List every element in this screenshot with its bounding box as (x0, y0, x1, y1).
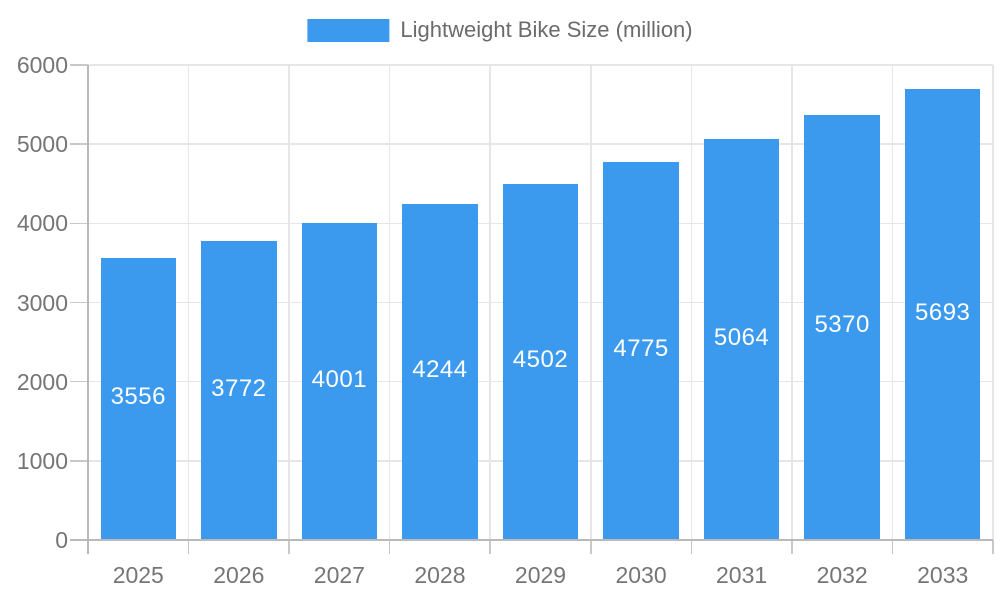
x-axis-tick (187, 540, 190, 554)
x-axis-tick-label: 2033 (917, 562, 969, 588)
x-axis-tick (891, 540, 894, 554)
y-axis-tick (70, 460, 88, 462)
bar[interactable] (703, 139, 780, 540)
gridline-vertical (388, 65, 391, 540)
x-axis-tick (791, 540, 793, 554)
bar-value-label: 4244 (412, 356, 468, 383)
gridline-vertical (288, 65, 290, 540)
gridline-horizontal (88, 143, 993, 145)
gridline-vertical (489, 65, 491, 540)
bar[interactable] (100, 258, 176, 540)
x-axis-tick-label: 2030 (615, 562, 667, 588)
y-axis-tick (70, 222, 88, 225)
gridline-vertical (891, 65, 894, 540)
y-axis-tick-label: 4000 (16, 210, 68, 237)
bar[interactable] (301, 223, 378, 540)
y-axis-tick-label: 6000 (16, 52, 68, 78)
x-axis-tick (690, 540, 693, 554)
y-axis-tick-label: 1000 (16, 447, 68, 474)
x-axis-tick-label: 2032 (816, 562, 868, 588)
gridline-vertical (590, 65, 592, 540)
x-axis-tick (992, 540, 994, 554)
y-axis-tick-label: 2000 (16, 368, 68, 395)
x-axis-tick (388, 540, 391, 554)
y-axis-line (87, 65, 89, 554)
bar[interactable] (502, 183, 579, 540)
bar-value-label: 4775 (613, 334, 669, 362)
y-axis-tick (70, 64, 88, 66)
x-axis-tick-label: 2027 (313, 562, 365, 588)
x-axis-tick-label: 2031 (716, 562, 768, 588)
bar[interactable] (603, 161, 679, 540)
gridline-vertical (690, 65, 693, 540)
bar-value-label: 4502 (512, 345, 569, 373)
gridline-horizontal (88, 64, 993, 66)
y-axis-tick (70, 380, 88, 383)
y-axis-tick-label: 3000 (16, 289, 68, 316)
bar[interactable] (201, 241, 277, 540)
bar-value-label: 5064 (713, 323, 770, 351)
gridline-vertical (791, 65, 793, 540)
x-axis-tick-label: 2028 (414, 562, 466, 588)
bar-value-label: 5693 (915, 298, 971, 326)
x-axis-line (70, 539, 993, 541)
bar-value-label: 3556 (110, 383, 166, 411)
gridline-vertical (992, 65, 994, 540)
x-axis-tick (489, 540, 491, 554)
bar-value-label: 3772 (211, 374, 267, 402)
bar-value-label: 5370 (814, 311, 870, 339)
y-axis-tick (70, 143, 88, 145)
x-axis-tick (590, 540, 592, 554)
x-axis-tick-label: 2026 (213, 562, 265, 588)
y-axis-tick (70, 301, 88, 304)
bar[interactable] (402, 204, 478, 540)
x-axis-tick-label: 2025 (112, 562, 164, 588)
bar-value-label: 4001 (311, 365, 368, 393)
x-axis-tick (288, 540, 290, 554)
y-axis-tick-label: 0 (55, 527, 68, 553)
legend[interactable]: Lightweight Bike Size (million) (307, 17, 693, 43)
legend-label: Lightweight Bike Size (million) (400, 17, 693, 42)
bar[interactable] (804, 114, 880, 540)
gridline-vertical (187, 65, 190, 540)
x-axis-tick-label: 2029 (514, 562, 567, 588)
y-axis-tick-label: 5000 (16, 131, 68, 158)
bar[interactable] (905, 89, 981, 540)
legend-swatch (307, 18, 390, 42)
